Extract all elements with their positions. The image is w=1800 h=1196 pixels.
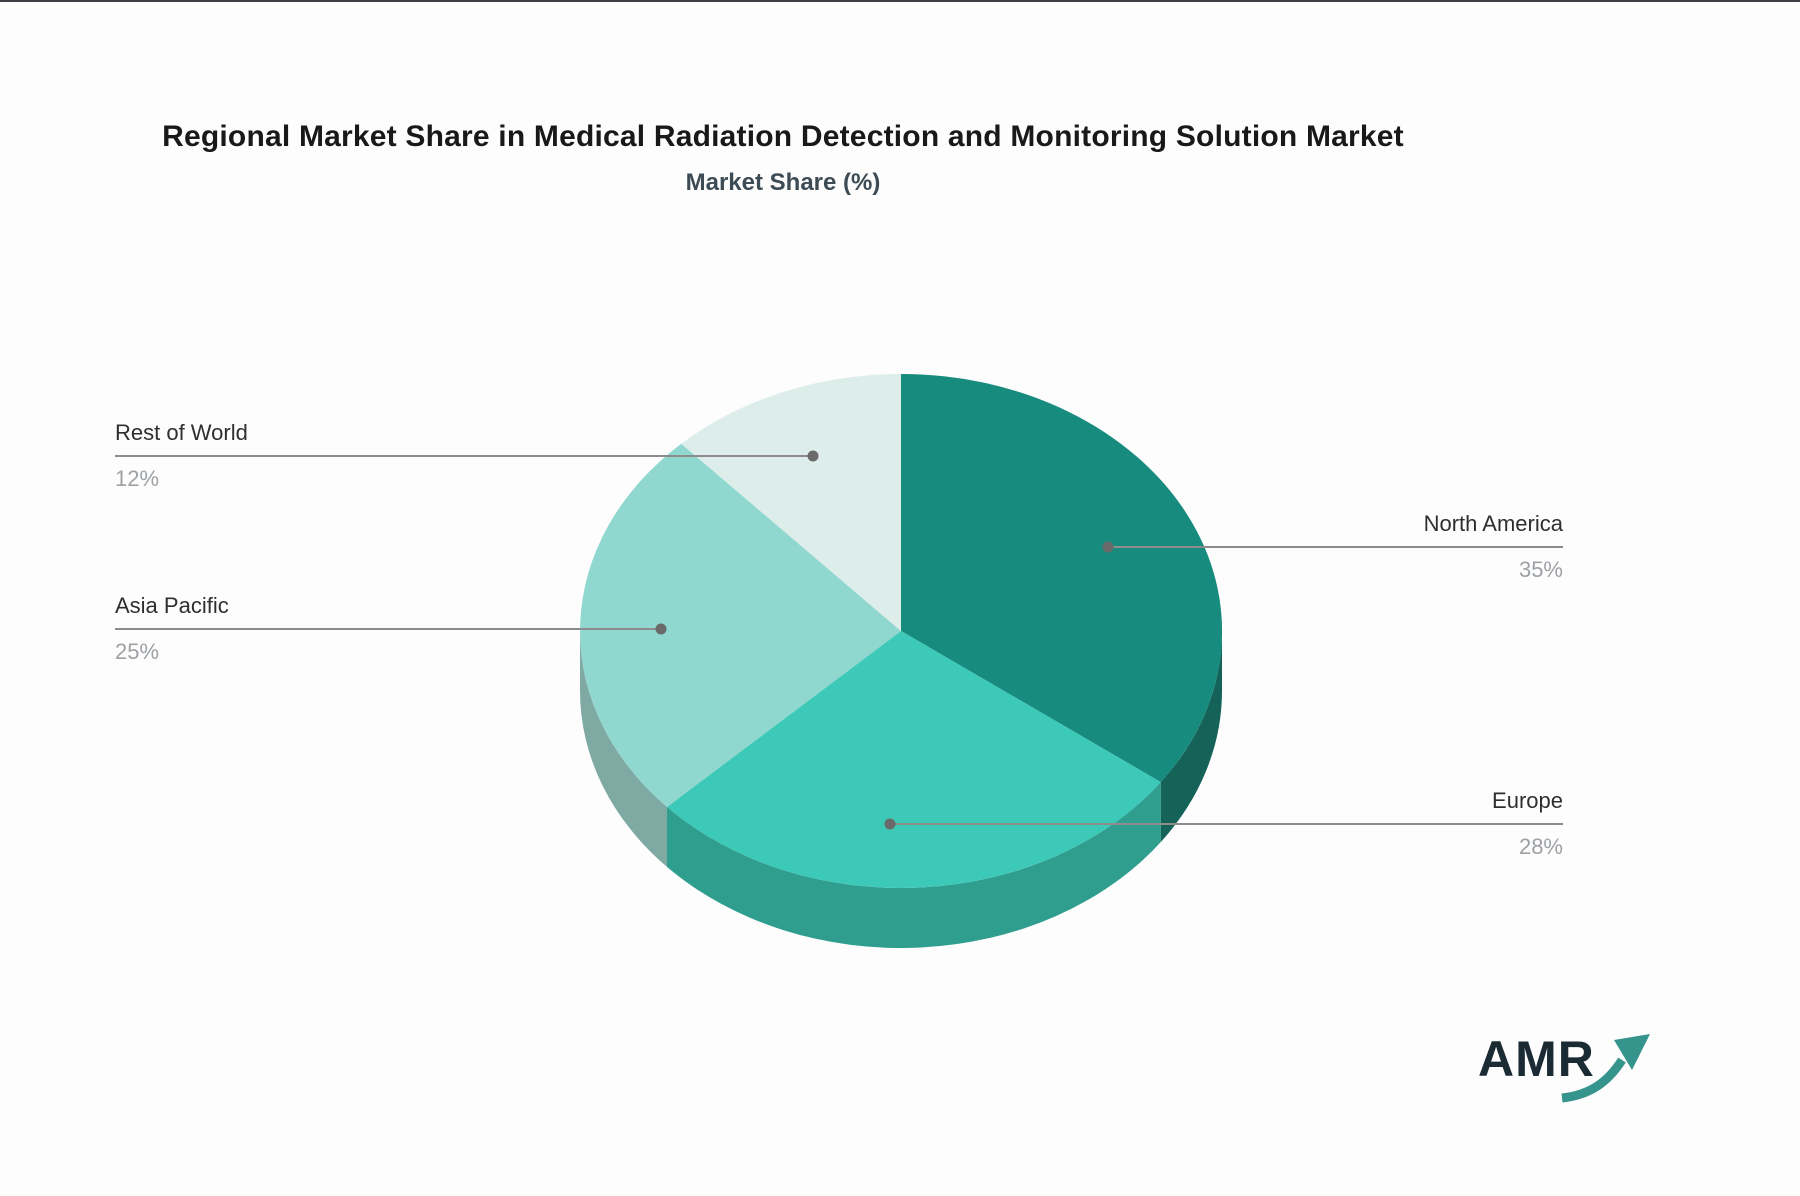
chart-subtitle: Market Share (%) [685,169,881,196]
pie-side-asia-pacific [580,631,667,867]
slice-value-rest-of-world: 12% [115,466,160,491]
top-border [0,0,1800,2]
slice-label-north-america: North America [1423,511,1563,536]
logo-arrow-icon [1561,1034,1650,1103]
chart-title: Regional Market Share in Medical Radiati… [162,120,1404,153]
label-dot-europe [884,818,896,830]
slice-value-asia-pacific: 25% [115,639,160,664]
slice-value-north-america: 35% [1518,557,1563,582]
slice-label-europe: Europe [1492,788,1563,813]
pie-slice-rest-of-world[interactable] [681,374,901,631]
logo-text: AMR [1478,1031,1595,1087]
pie-slice-north-america[interactable] [901,374,1223,783]
slice-label-asia-pacific: Asia Pacific [115,593,229,618]
label-dot-north-america [1102,541,1114,553]
slice-label-rest-of-world: Rest of World [115,420,248,445]
label-dot-asia-pacific [655,623,667,635]
pie-slice-asia-pacific[interactable] [580,443,901,807]
amr-logo: AMR [1478,1030,1658,1120]
label-dot-rest-of-world [807,450,819,462]
pie-side-north-america [1160,631,1222,843]
slice-value-europe: 28% [1518,834,1563,859]
pie-side-europe [667,782,1161,949]
